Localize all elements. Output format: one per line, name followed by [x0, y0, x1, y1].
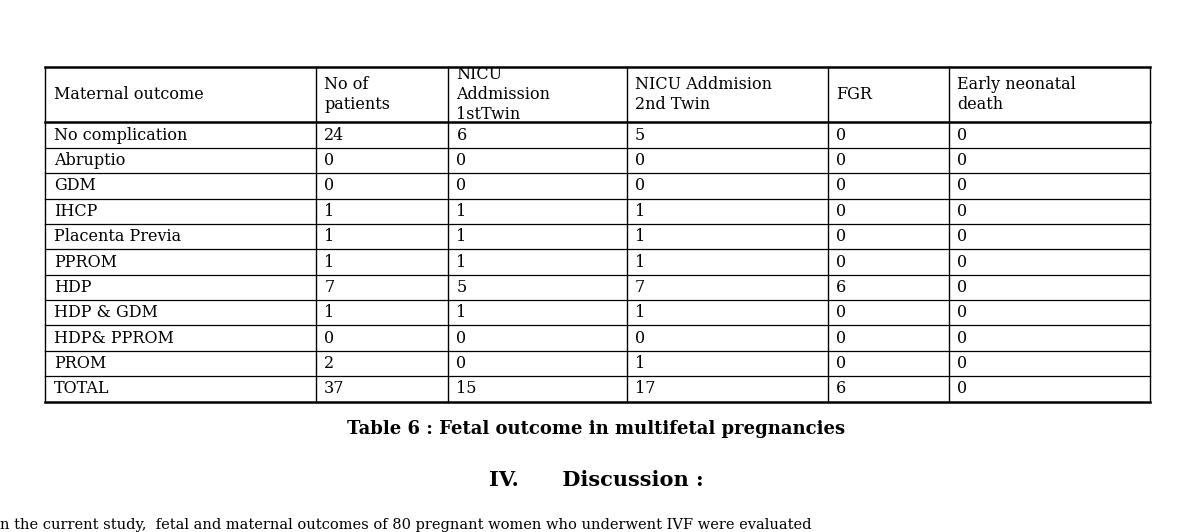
Text: 15: 15	[457, 380, 477, 397]
Text: 0: 0	[837, 355, 846, 372]
Text: 0: 0	[957, 304, 968, 321]
Text: 0: 0	[957, 330, 968, 347]
Text: NICU Addmision
2nd Twin: NICU Addmision 2nd Twin	[635, 76, 772, 113]
Text: 1: 1	[324, 254, 335, 270]
Text: 0: 0	[324, 330, 334, 347]
Text: 7: 7	[635, 279, 645, 296]
Text: 1: 1	[324, 228, 335, 245]
Text: No of
patients: No of patients	[324, 76, 390, 113]
Text: 0: 0	[837, 127, 846, 144]
Text: 0: 0	[837, 228, 846, 245]
Text: 1: 1	[635, 254, 645, 270]
Text: 0: 0	[957, 177, 968, 194]
Text: n the current study,  fetal and maternal outcomes of 80 pregnant women who under: n the current study, fetal and maternal …	[0, 518, 812, 532]
Text: 0: 0	[324, 152, 334, 169]
Text: 0: 0	[957, 152, 968, 169]
Text: HDP: HDP	[54, 279, 91, 296]
Text: 0: 0	[457, 177, 466, 194]
Text: NICU
Addmission
1stTwin: NICU Addmission 1stTwin	[457, 66, 551, 122]
Text: 0: 0	[957, 228, 968, 245]
Text: 0: 0	[837, 330, 846, 347]
Text: 2: 2	[324, 355, 334, 372]
Text: 1: 1	[635, 203, 645, 220]
Text: 1: 1	[457, 254, 467, 270]
Text: 6: 6	[837, 279, 846, 296]
Text: HDP& PPROM: HDP& PPROM	[54, 330, 174, 347]
Text: 0: 0	[957, 254, 968, 270]
Text: 0: 0	[957, 203, 968, 220]
Text: 5: 5	[635, 127, 645, 144]
Text: 6: 6	[457, 127, 467, 144]
Text: 0: 0	[457, 152, 466, 169]
Text: 7: 7	[324, 279, 335, 296]
Text: TOTAL: TOTAL	[54, 380, 110, 397]
Text: 0: 0	[635, 177, 645, 194]
Text: 0: 0	[837, 304, 846, 321]
Text: 6: 6	[837, 380, 846, 397]
Text: 1: 1	[635, 304, 645, 321]
Text: 0: 0	[837, 254, 846, 270]
Text: FGR: FGR	[837, 86, 873, 103]
Text: 0: 0	[635, 152, 645, 169]
Text: 0: 0	[324, 177, 334, 194]
Text: 1: 1	[457, 203, 467, 220]
Text: 1: 1	[635, 228, 645, 245]
Text: 1: 1	[324, 203, 335, 220]
Text: IHCP: IHCP	[54, 203, 97, 220]
Text: 1: 1	[457, 304, 467, 321]
Text: 0: 0	[837, 177, 846, 194]
Text: 24: 24	[324, 127, 344, 144]
Text: 37: 37	[324, 380, 344, 397]
Text: 0: 0	[957, 127, 968, 144]
Text: No complication: No complication	[54, 127, 187, 144]
Text: 0: 0	[457, 330, 466, 347]
Text: GDM: GDM	[54, 177, 95, 194]
Text: HDP & GDM: HDP & GDM	[54, 304, 157, 321]
Text: Maternal outcome: Maternal outcome	[54, 86, 204, 103]
Text: IV.      Discussion :: IV. Discussion :	[489, 470, 703, 490]
Text: 1: 1	[324, 304, 335, 321]
Text: Placenta Previa: Placenta Previa	[54, 228, 181, 245]
Text: 0: 0	[837, 203, 846, 220]
Text: 17: 17	[635, 380, 656, 397]
Text: 0: 0	[957, 355, 968, 372]
Text: Table 6 : Fetal outcome in multifetal pregnancies: Table 6 : Fetal outcome in multifetal pr…	[347, 420, 845, 438]
Text: Early neonatal
death: Early neonatal death	[957, 76, 1076, 113]
Text: 0: 0	[457, 355, 466, 372]
Text: 0: 0	[635, 330, 645, 347]
Text: 0: 0	[957, 279, 968, 296]
Text: PROM: PROM	[54, 355, 106, 372]
Text: 1: 1	[635, 355, 645, 372]
Text: 0: 0	[957, 380, 968, 397]
Text: 0: 0	[837, 152, 846, 169]
Text: 1: 1	[457, 228, 467, 245]
Bar	[45, 66, 1150, 402]
Text: PPROM: PPROM	[54, 254, 117, 270]
Text: 5: 5	[457, 279, 467, 296]
Text: Abruptio: Abruptio	[54, 152, 125, 169]
